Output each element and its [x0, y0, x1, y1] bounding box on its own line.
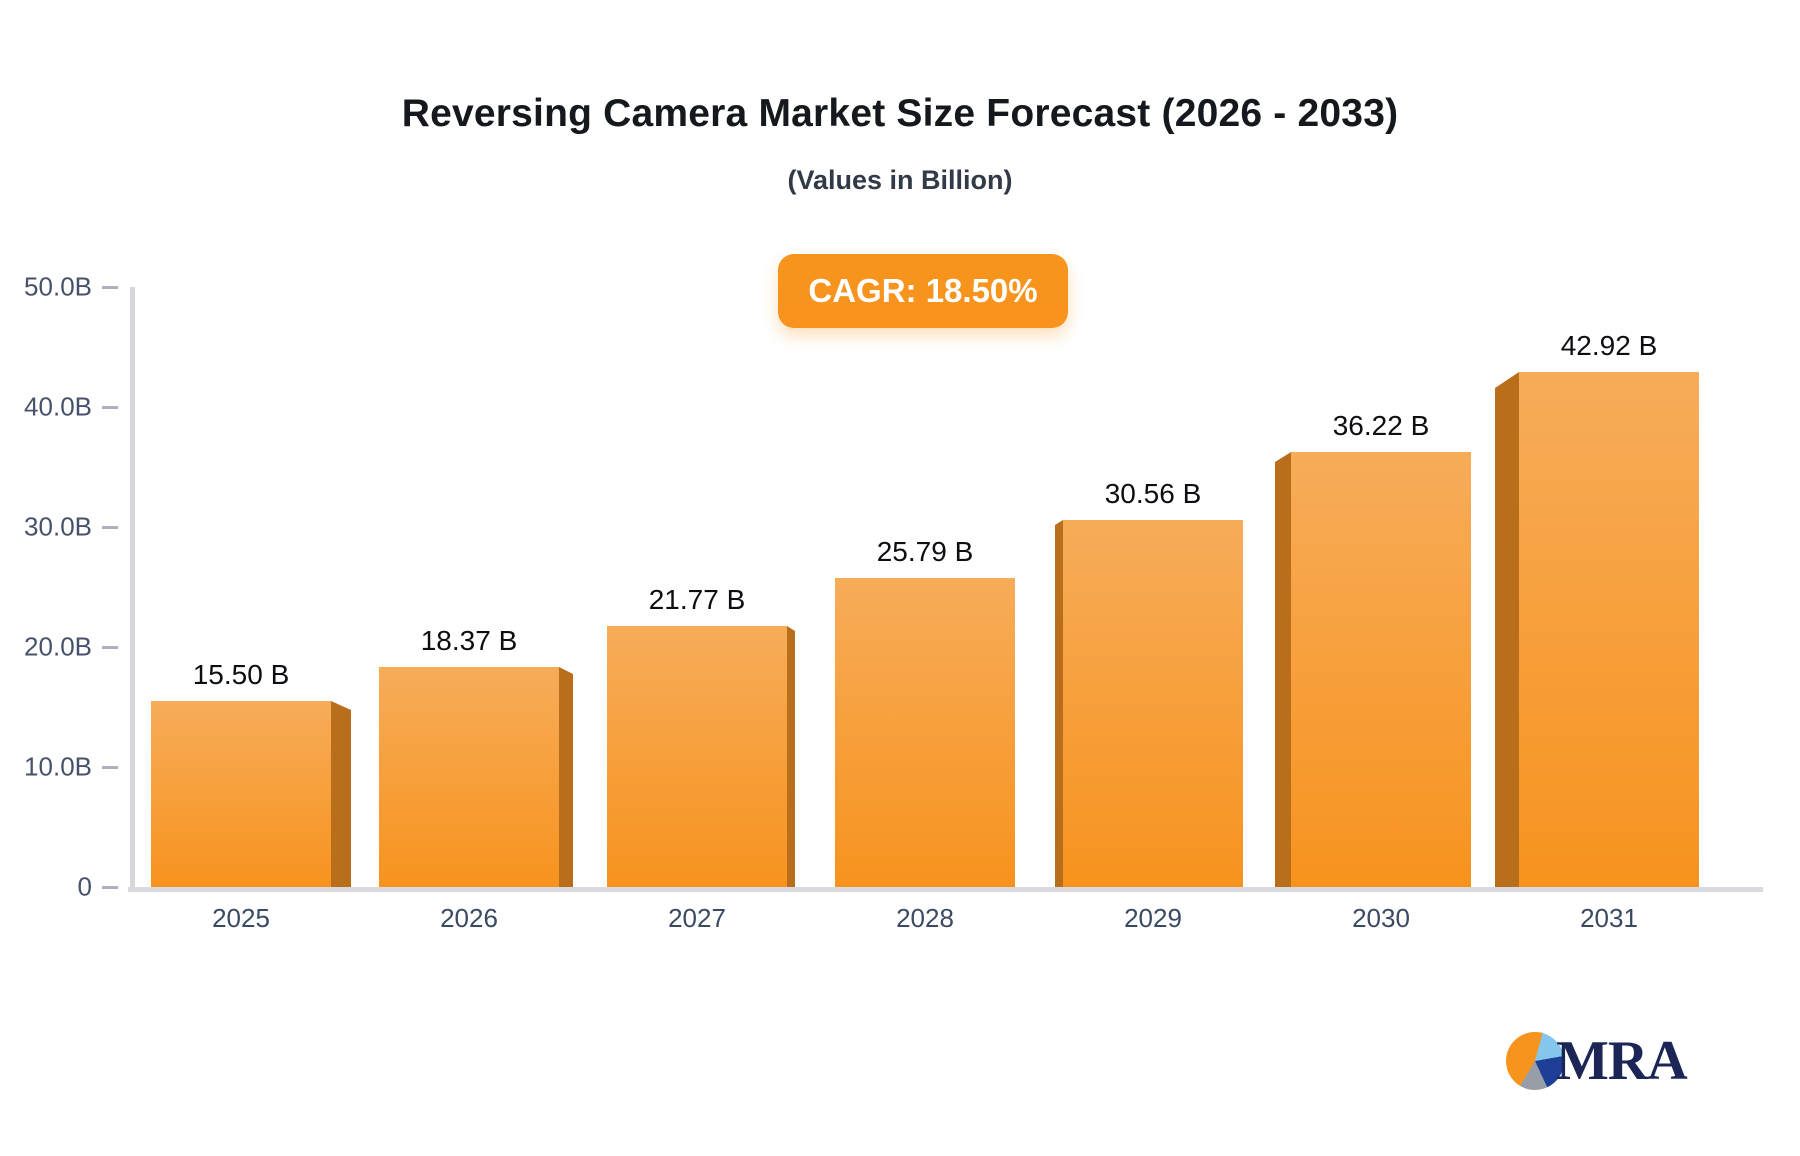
- bar-3d-side: [331, 701, 351, 887]
- bar-value-label: 25.79 B: [876, 536, 974, 567]
- bar-3d-side: [1275, 452, 1291, 887]
- y-axis-line: [130, 287, 135, 891]
- brand-logo-text: MRA: [1556, 1030, 1688, 1092]
- y-axis-tick-mark: [102, 886, 118, 889]
- bar-3d-side: [1495, 372, 1519, 887]
- bar-3d-side: [1055, 520, 1063, 887]
- y-axis-tick-mark: [102, 766, 118, 769]
- x-axis-baseline: [128, 887, 1763, 892]
- bar-3d-side: [559, 667, 573, 887]
- x-axis-category-label: 2030: [1352, 903, 1410, 933]
- bar-value-label: 36.22 B: [1332, 410, 1430, 441]
- x-axis-category-label: 2029: [1124, 903, 1182, 933]
- y-axis-tick-label: 40.0B: [24, 391, 92, 422]
- pie-chart-logo-icon: [1506, 1032, 1564, 1090]
- y-axis-tick-mark: [102, 406, 118, 409]
- y-axis-tick-mark: [102, 286, 118, 289]
- y-axis-tick-label: 50.0B: [24, 271, 92, 302]
- y-axis-tick-label: 10.0B: [24, 751, 92, 782]
- bar: [151, 701, 331, 887]
- x-axis-category-label: 2026: [440, 903, 498, 933]
- x-axis-category-label: 2025: [212, 903, 270, 933]
- chart-title: Reversing Camera Market Size Forecast (2…: [401, 92, 1399, 135]
- bar-value-label: 30.56 B: [1104, 478, 1202, 509]
- bar: [379, 667, 559, 887]
- y-axis-tick-label: 20.0B: [24, 631, 92, 662]
- y-axis-tick-label: 0: [77, 871, 92, 902]
- bar: [1519, 372, 1699, 887]
- bar: [1291, 452, 1471, 887]
- bar-value-label: 18.37 B: [420, 625, 518, 656]
- chart-subtitle: (Values in Billion): [787, 165, 1013, 195]
- y-axis-tick-mark: [102, 646, 118, 649]
- y-axis-tick-label: 30.0B: [24, 511, 92, 542]
- y-axis-tick-mark: [102, 526, 118, 529]
- bar: [835, 578, 1015, 887]
- bar-value-label: 42.92 B: [1560, 330, 1658, 361]
- x-axis-category-label: 2031: [1580, 903, 1638, 933]
- bar: [1063, 520, 1243, 887]
- bar-value-label: 21.77 B: [648, 584, 746, 615]
- cagr-badge: CAGR: 18.50%: [778, 254, 1068, 328]
- bar: [607, 626, 787, 887]
- x-axis-category-label: 2027: [668, 903, 726, 933]
- bar-3d-side: [787, 626, 795, 887]
- x-axis-category-label: 2028: [896, 903, 954, 933]
- brand-logo: MRA: [1506, 1030, 1688, 1092]
- bar-value-label: 15.50 B: [192, 659, 290, 690]
